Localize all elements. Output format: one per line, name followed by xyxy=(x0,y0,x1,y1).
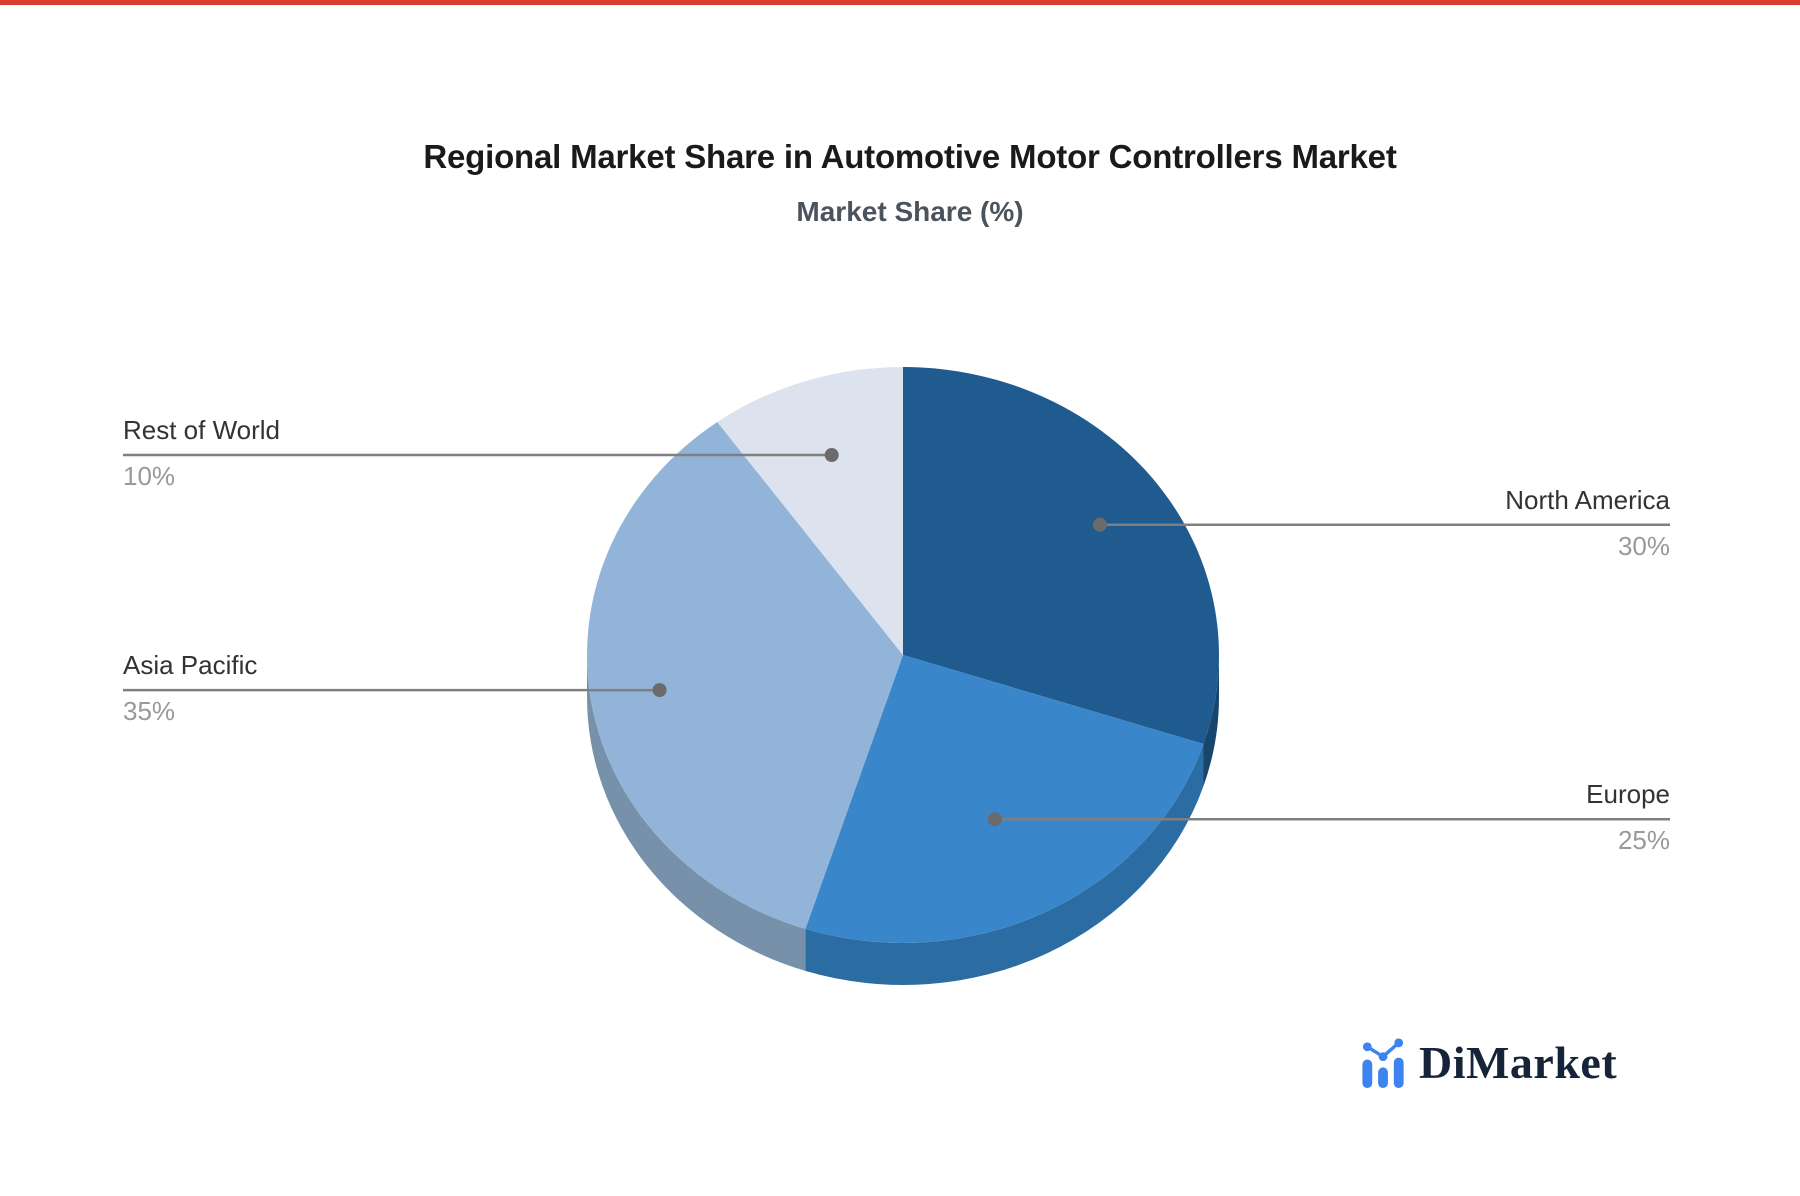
logo-text: DiMarket xyxy=(1419,1037,1618,1088)
pie-slice-north-america[interactable] xyxy=(903,367,1219,744)
top-accent-bar xyxy=(0,0,1800,5)
slice-percent-europe: 25% xyxy=(1617,825,1670,856)
leader-dot-rest-of-world xyxy=(824,448,839,462)
chart-title: Regional Market Share in Automotive Moto… xyxy=(423,138,1397,175)
bar-chart-icon xyxy=(1362,1038,1404,1088)
slice-label-europe: Europe xyxy=(1586,779,1670,810)
pie-slice-europe[interactable] xyxy=(805,655,1204,943)
leader-dot-asia-pacific xyxy=(652,683,667,698)
dimarket-logo: DiMarket xyxy=(1362,1036,1617,1088)
slice-label-north-america: North America xyxy=(1505,484,1670,515)
slice-label-asia-pacific: Asia Pacific xyxy=(123,650,258,681)
slice-wall-north-america xyxy=(1203,655,1219,786)
slice-percent-north-america: 30% xyxy=(1617,530,1670,561)
slice-percent-rest-of-world: 10% xyxy=(123,461,176,492)
slice-label-rest-of-world: Rest of World xyxy=(123,415,281,446)
slice-wall-asia-pacific xyxy=(587,655,806,971)
slice-percent-asia-pacific: 35% xyxy=(123,696,176,727)
leader-dot-north-america xyxy=(1092,517,1107,532)
chart-subtitle: Market Share (%) xyxy=(796,196,1024,227)
leader-dot-europe xyxy=(987,812,1002,827)
pie-slice-asia-pacific[interactable] xyxy=(587,422,903,929)
slice-wall-europe xyxy=(805,744,1204,985)
pie-slice-rest-of-world[interactable] xyxy=(717,367,903,655)
